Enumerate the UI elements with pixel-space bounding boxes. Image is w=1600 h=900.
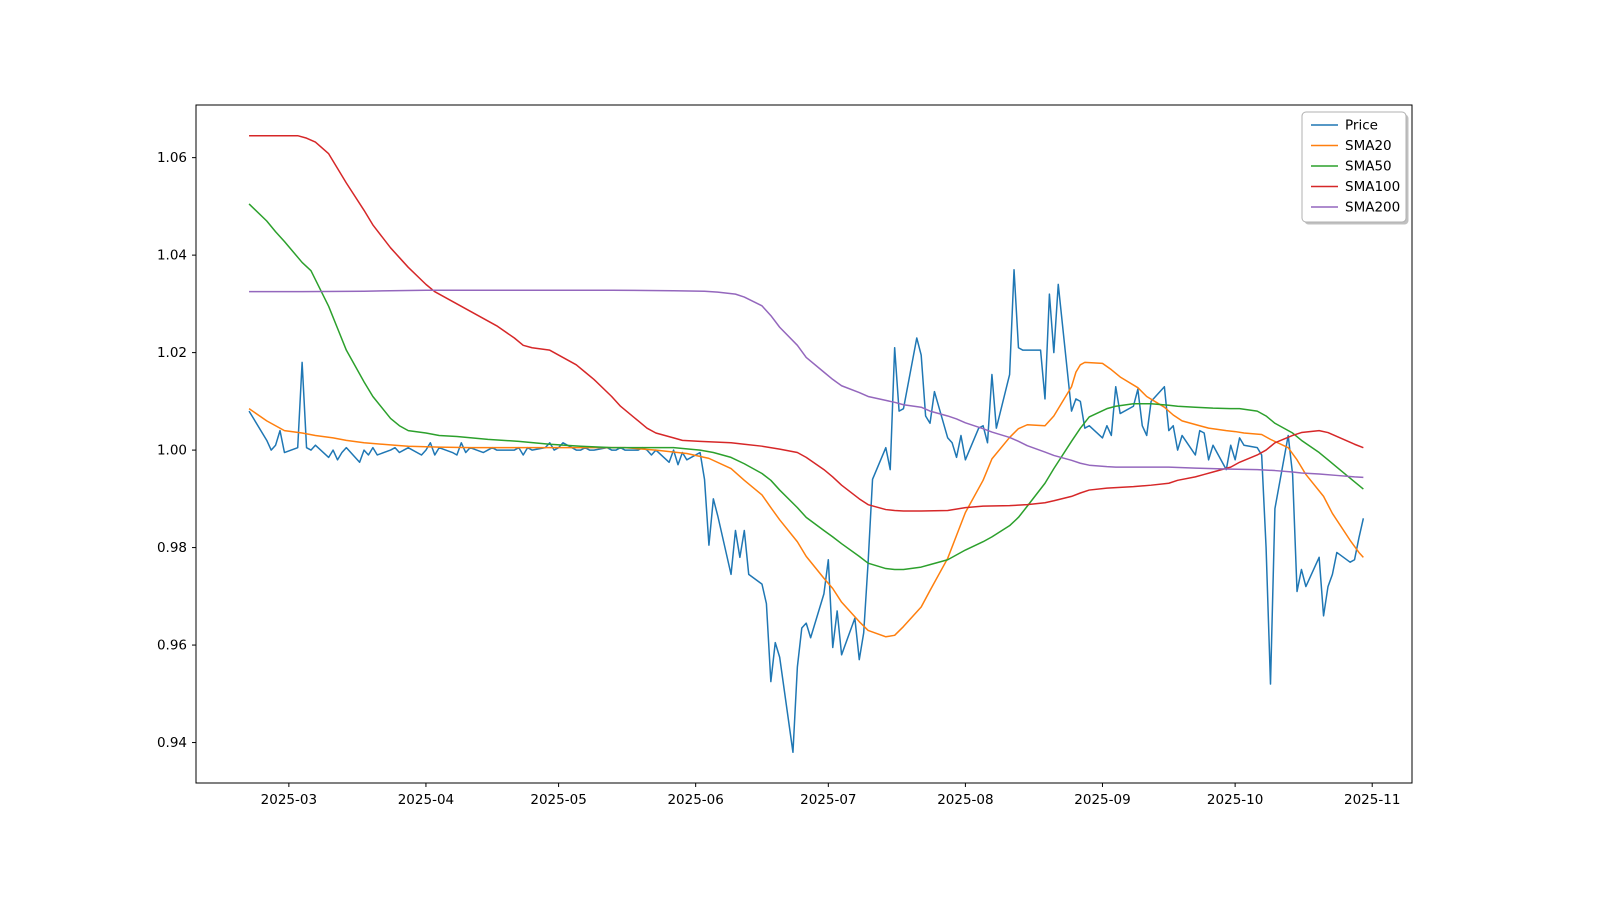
x-tick-label: 2025-06 (667, 792, 723, 808)
y-tick-label: 0.94 (157, 735, 187, 751)
y-tick-label: 0.98 (157, 540, 187, 556)
y-tick-label: 1.00 (157, 443, 187, 459)
legend-label-price: Price (1345, 118, 1378, 134)
x-tick-label: 2025-05 (530, 792, 586, 808)
y-tick-label: 1.02 (157, 345, 187, 361)
y-tick-label: 1.04 (157, 248, 187, 264)
y-tick-label: 0.96 (157, 638, 187, 654)
x-tick-label: 2025-09 (1074, 792, 1130, 808)
legend-label-sma20: SMA20 (1345, 138, 1392, 154)
legend-label-sma200: SMA200 (1345, 200, 1400, 216)
series-line-price (248, 269, 1365, 754)
legend-label-sma50: SMA50 (1345, 159, 1392, 175)
series-line-sma100 (249, 134, 1364, 512)
axes-frame (195, 104, 1413, 784)
x-tick-label: 2025-03 (261, 792, 317, 808)
legend-label-sma100: SMA100 (1345, 179, 1400, 195)
x-tick-label: 2025-07 (800, 792, 856, 808)
x-tick-label: 2025-04 (398, 792, 454, 808)
x-tick-label: 2025-11 (1344, 792, 1400, 808)
series-line-sma20 (248, 361, 1364, 638)
series-line-sma200 (249, 289, 1364, 479)
x-tick-label: 2025-08 (937, 792, 993, 808)
legend-box (1301, 111, 1407, 223)
y-tick-label: 1.06 (157, 150, 187, 166)
x-tick-label: 2025-10 (1207, 792, 1263, 808)
series-line-sma50 (248, 203, 1364, 571)
